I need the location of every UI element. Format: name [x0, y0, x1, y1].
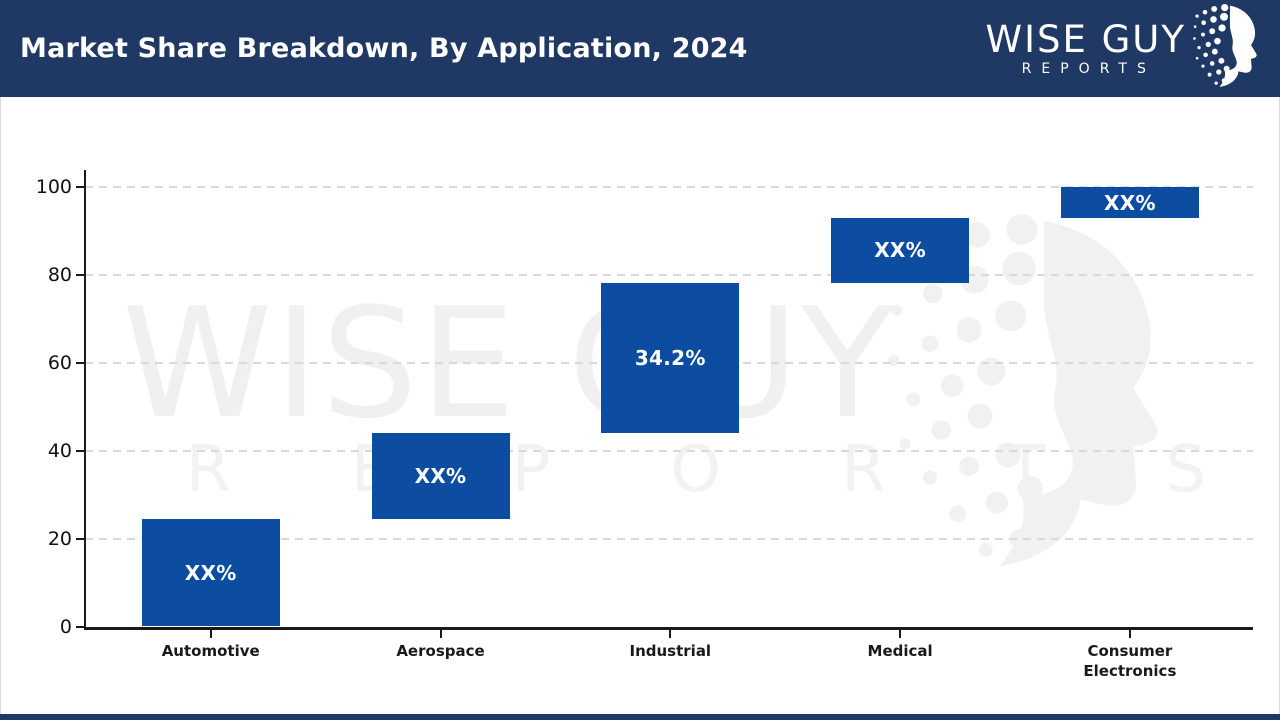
y-tick-mark-100	[76, 186, 84, 189]
y-axis-line	[84, 170, 86, 628]
logo-wiseguy-text: WISE GUY	[985, 18, 1186, 61]
bar-aerospace: XX%	[371, 432, 510, 519]
y-tick-label-100: 100	[35, 176, 72, 199]
bar-consumer-electronics: XX%	[1060, 187, 1199, 219]
y-tick-mark-40	[76, 449, 84, 452]
bar-value-label: 34.2%	[634, 345, 706, 370]
footer-bar	[0, 714, 1280, 720]
y-tick-label-60: 60	[47, 352, 72, 375]
wiseguy-face-icon	[1193, 3, 1257, 87]
bar-value-label: XX%	[874, 238, 926, 263]
bar-value-label: XX%	[184, 560, 237, 585]
bar-automotive: XX%	[141, 518, 280, 627]
wiseguy-logo-wordmark: WISE GUY REPORTS	[986, 21, 1186, 76]
category-label-1: Aerospace	[396, 642, 485, 660]
bar-value-label: XX%	[1104, 190, 1156, 215]
y-tick-label-80: 80	[47, 264, 72, 287]
category-label-0: Automotive	[161, 642, 260, 660]
y-tick-mark-20	[76, 537, 84, 540]
bar-value-label: XX%	[414, 463, 467, 488]
x-tick-mark-0	[209, 629, 212, 638]
header-banner: Market Share Breakdown, By Application, …	[0, 0, 1280, 97]
category-label-2: Industrial	[629, 642, 712, 660]
x-axis-line	[84, 626, 1253, 630]
category-label-3: Medical	[867, 642, 933, 660]
x-tick-mark-2	[669, 629, 672, 638]
bar-medical: XX%	[831, 218, 970, 283]
y-tick-mark-0	[76, 625, 84, 628]
bar-industrial: 34.2%	[601, 282, 740, 433]
gridline-80	[85, 274, 1253, 277]
x-tick-mark-1	[439, 629, 442, 638]
y-tick-label-40: 40	[47, 439, 72, 462]
y-tick-mark-60	[76, 362, 84, 365]
category-label-4: Consumer Electronics	[1083, 642, 1177, 680]
gridline-40	[85, 449, 1253, 452]
page-title: Market Share Breakdown, By Application, …	[20, 33, 748, 64]
gridline-100	[85, 186, 1253, 189]
gridline-20	[85, 537, 1253, 540]
x-tick-mark-3	[899, 629, 902, 638]
logo-reports-text: REPORTS	[1021, 61, 1156, 77]
y-tick-label-0: 0	[59, 615, 72, 638]
y-tick-mark-80	[76, 274, 84, 277]
wiseguy-logo: WISE GUY REPORTS	[986, 3, 1280, 95]
x-tick-mark-4	[1128, 629, 1131, 638]
y-tick-label-20: 20	[47, 527, 72, 550]
